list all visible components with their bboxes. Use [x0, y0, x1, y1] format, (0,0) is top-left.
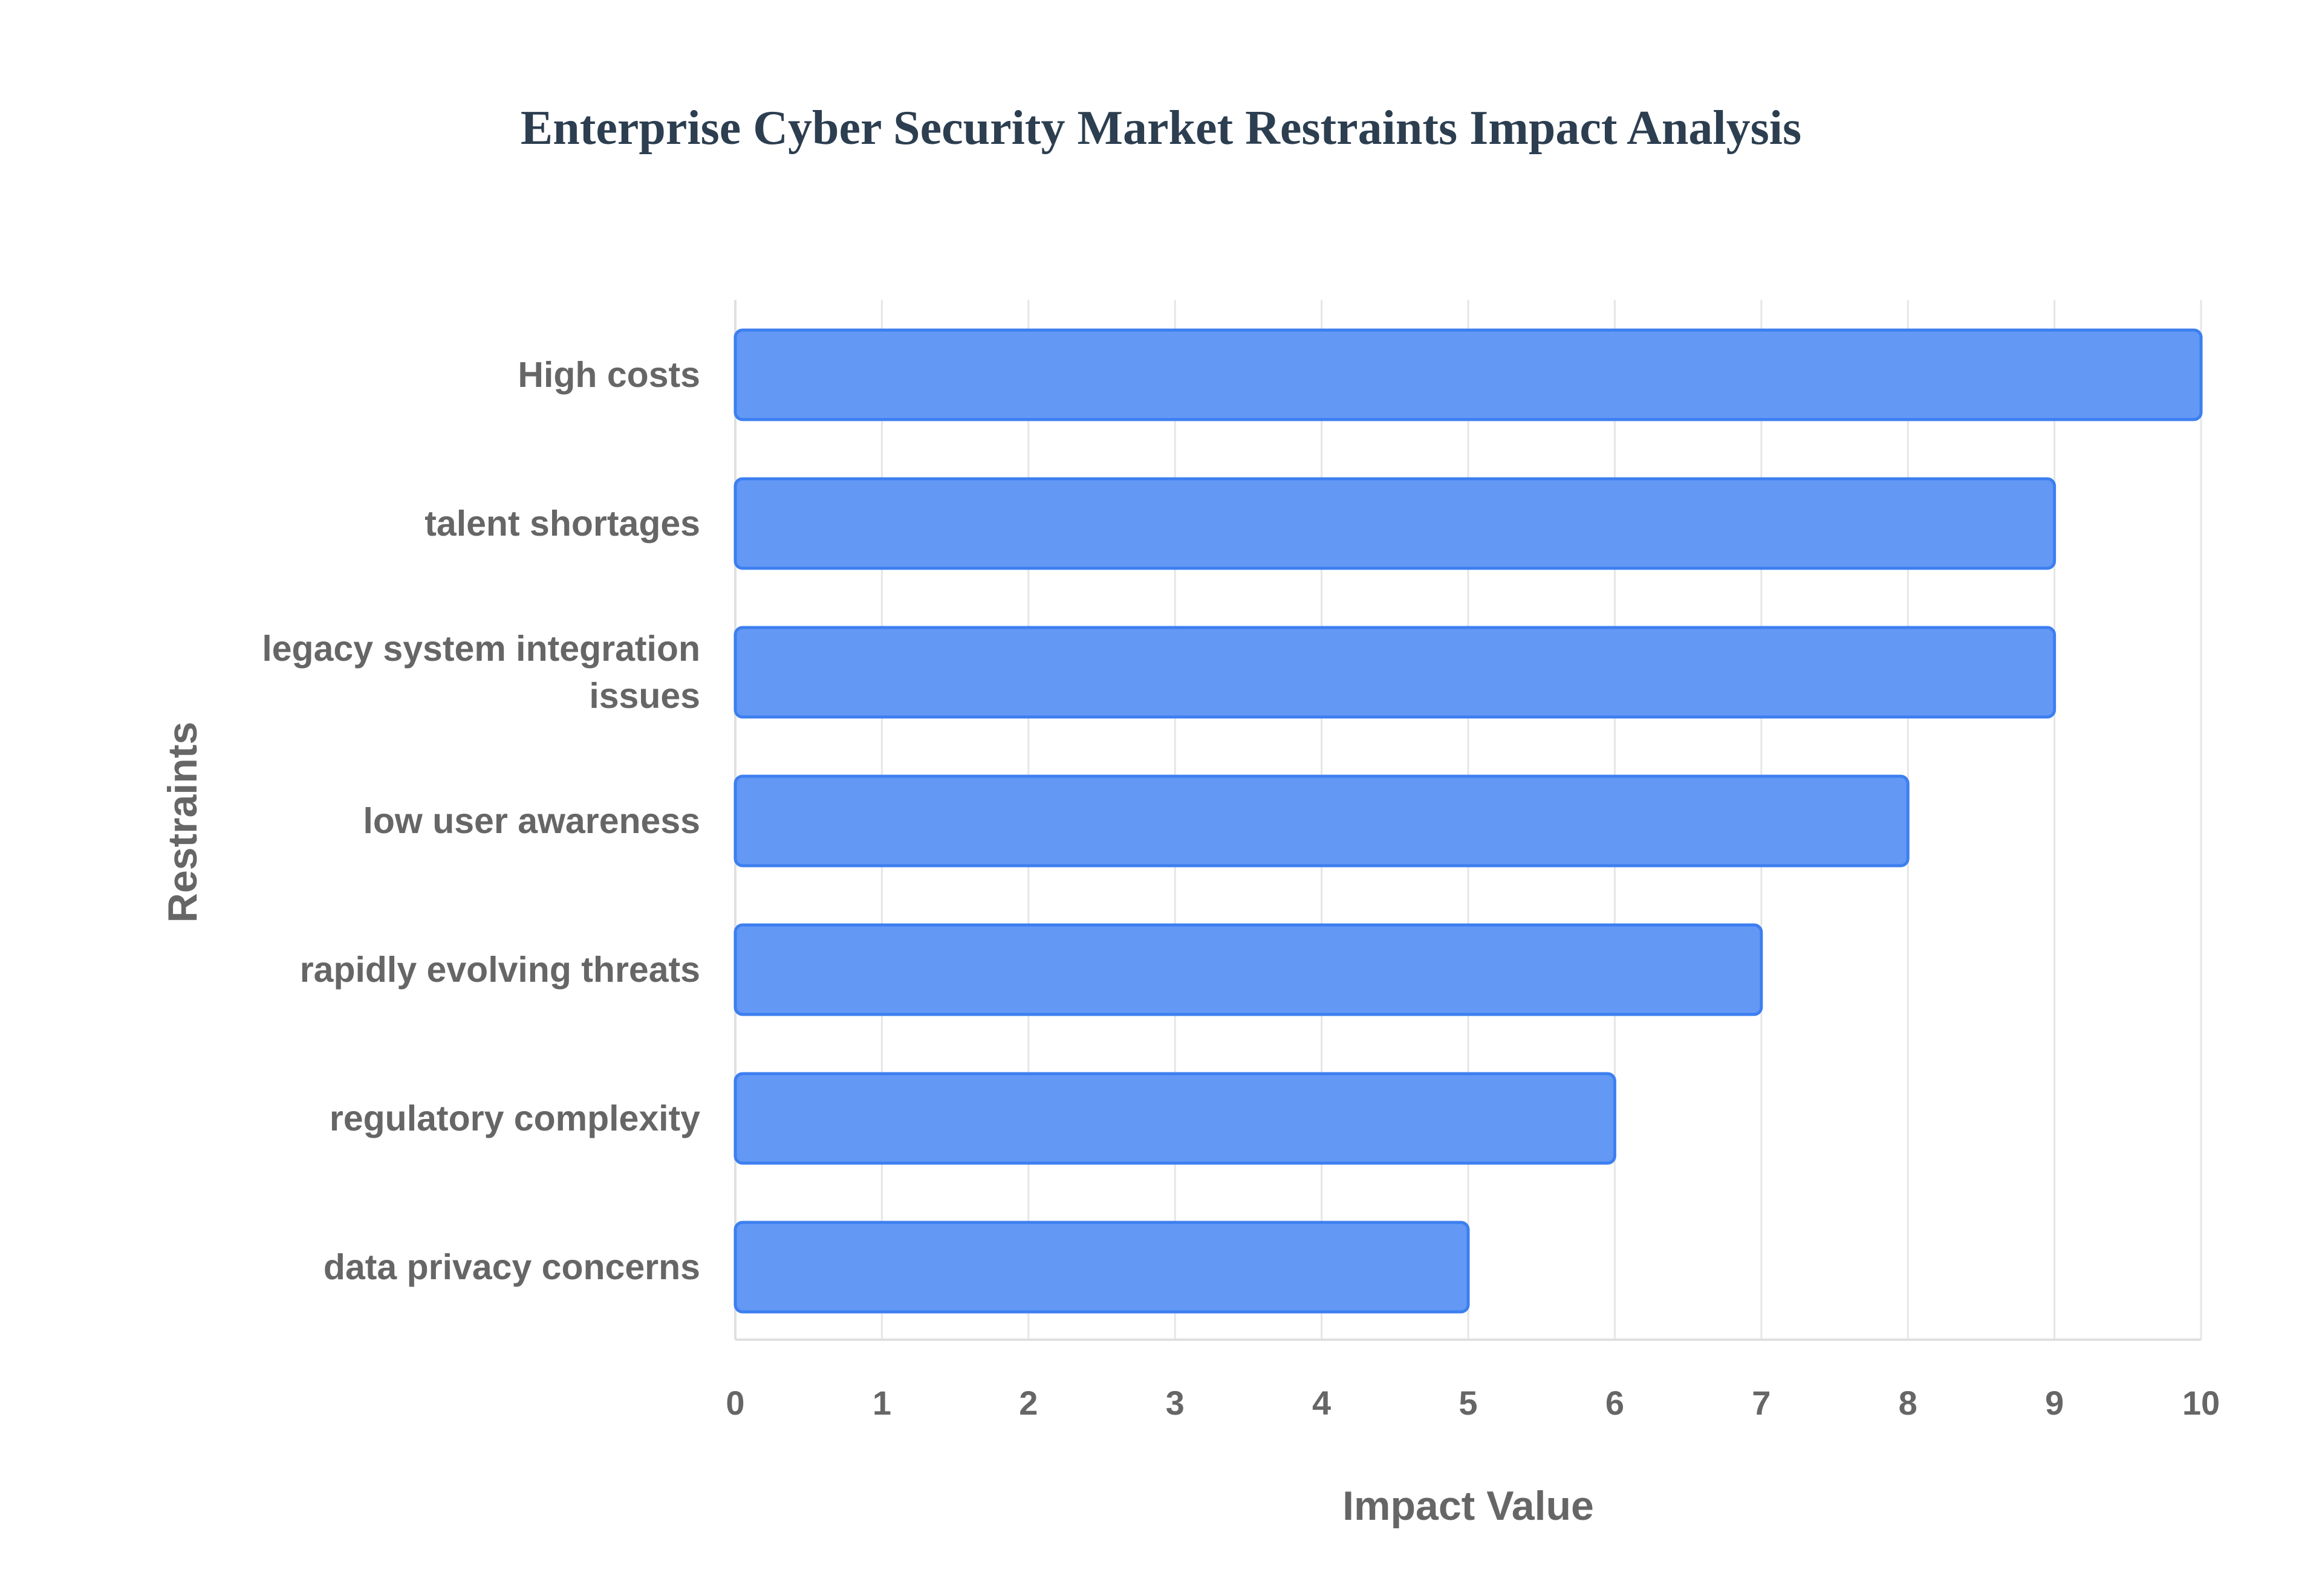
x-tick-label: 1 — [873, 1384, 891, 1422]
category-label-line: low user awareness — [363, 801, 700, 841]
category-label-line: regulatory complexity — [330, 1098, 700, 1138]
category-label: data privacy concerns — [324, 1247, 700, 1287]
x-tick-label: 7 — [1752, 1384, 1771, 1422]
bar — [733, 923, 1763, 1016]
x-tick-label: 9 — [2045, 1384, 2064, 1422]
category-label-line: legacy system integration — [262, 629, 700, 669]
category-label-line: data privacy concerns — [324, 1247, 700, 1287]
x-tick-label: 4 — [1312, 1384, 1331, 1422]
bar — [733, 774, 1910, 868]
category-label: rapidly evolving threats — [300, 950, 700, 990]
bar — [733, 477, 2057, 570]
category-labels: High costs talent shortages legacy system … — [262, 355, 700, 1287]
x-tick-label: 8 — [1899, 1384, 1917, 1422]
bar — [733, 1072, 1616, 1165]
x-tick-label: 0 — [726, 1384, 744, 1422]
category-label-line: talent shortages — [424, 504, 700, 543]
category-label: low user awareness — [363, 801, 700, 841]
x-tick-labels: 0 1 2 3 4 5 6 7 8 9 10 — [726, 1384, 2220, 1422]
x-tick-label: 3 — [1166, 1384, 1185, 1422]
bars — [733, 328, 2203, 1314]
category-label: legacy system integration issues — [262, 629, 700, 716]
category-label: talent shortages — [424, 504, 700, 543]
x-tick-label: 2 — [1019, 1384, 1038, 1422]
bar — [733, 626, 2057, 719]
x-axis-title: Impact Value — [1342, 1483, 1594, 1529]
category-label-line: rapidly evolving threats — [300, 950, 700, 990]
category-label: regulatory complexity — [330, 1098, 700, 1138]
y-axis-title: Restraints — [160, 722, 206, 923]
x-tick-label: 10 — [2182, 1384, 2220, 1422]
x-tick-label: 5 — [1459, 1384, 1477, 1422]
category-label-line: High costs — [518, 355, 700, 395]
bar — [733, 1221, 1470, 1314]
x-tick-label: 6 — [1605, 1384, 1624, 1422]
chart-title: Enterprise Cyber Security Market Restrai… — [521, 102, 1801, 155]
category-label: High costs — [518, 355, 700, 395]
bar — [733, 328, 2203, 421]
category-label-line: issues — [589, 676, 700, 716]
